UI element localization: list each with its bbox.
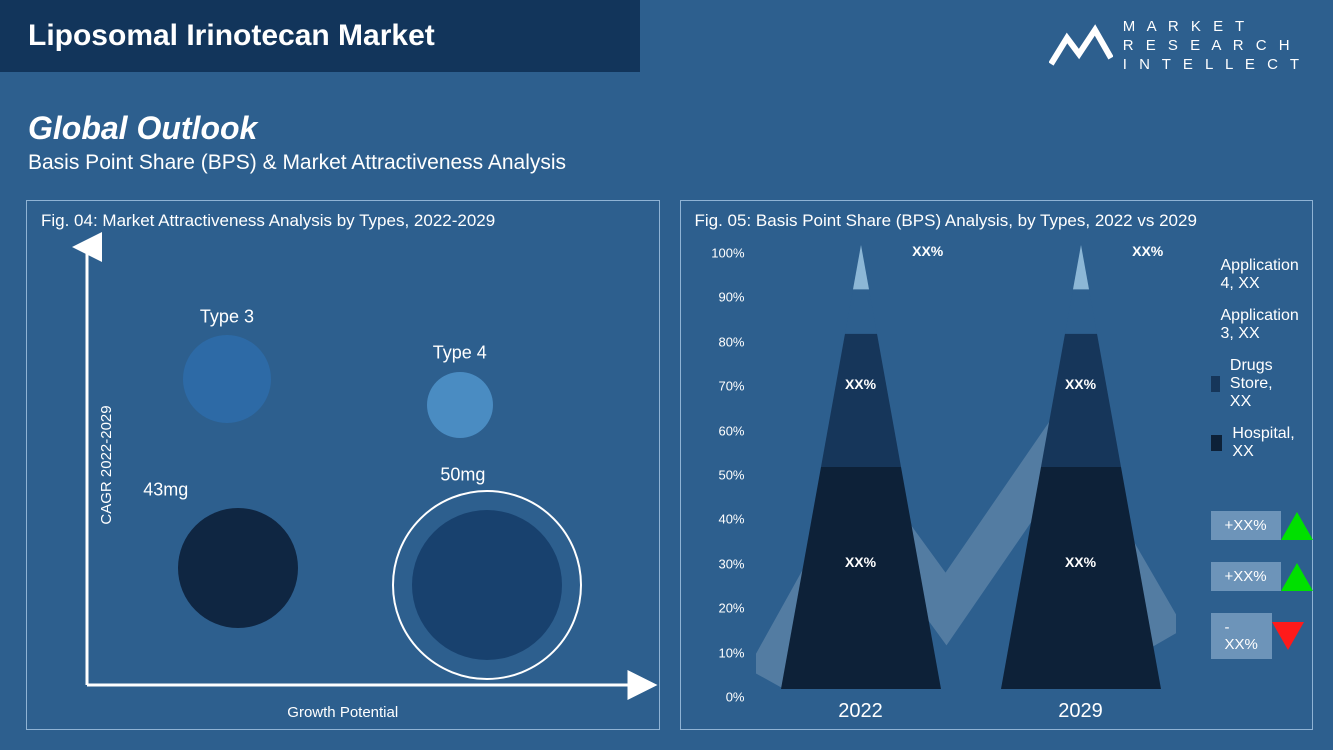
fig05-ytick: 20% bbox=[701, 601, 745, 616]
cone-2029 bbox=[1001, 245, 1161, 689]
fig05-ytick: 40% bbox=[701, 512, 745, 527]
bubble bbox=[427, 372, 493, 438]
title-bar: Liposomal Irinotecan Market bbox=[0, 0, 640, 72]
cone-seg-label: XX% bbox=[912, 243, 943, 259]
fig04-y-axis-label: CAGR 2022-2029 bbox=[98, 405, 115, 524]
fig05-ytick: 70% bbox=[701, 379, 745, 394]
global-outlook-heading: Global Outlook bbox=[28, 110, 566, 147]
triangle-up-icon bbox=[1281, 563, 1313, 591]
bubble-label: 50mg bbox=[440, 464, 485, 485]
fig05-ytick: 60% bbox=[701, 423, 745, 438]
cone-segment bbox=[1065, 289, 1097, 333]
triangle-up-icon bbox=[1281, 512, 1313, 540]
delta-badge: -XX% bbox=[1211, 613, 1272, 659]
legend-item: Application 4, XX bbox=[1211, 257, 1299, 293]
logo-line2: R E S E A R C H bbox=[1123, 37, 1303, 56]
fig05-ytick: 10% bbox=[701, 645, 745, 660]
delta-row: -XX% bbox=[1211, 613, 1299, 659]
legend-label: Hospital, XX bbox=[1232, 425, 1298, 461]
cone-segment bbox=[1001, 467, 1161, 689]
fig05-ytick: 30% bbox=[701, 556, 745, 571]
subtitle-block: Global Outlook Basis Point Share (BPS) &… bbox=[28, 110, 566, 175]
cone-2022 bbox=[781, 245, 941, 689]
fig05-ytick: 50% bbox=[701, 468, 745, 483]
cone-seg-label: XX% bbox=[1065, 554, 1096, 570]
cone-segment bbox=[1073, 245, 1089, 289]
legend-swatch bbox=[1211, 376, 1220, 392]
page-title: Liposomal Irinotecan Market bbox=[28, 19, 435, 53]
fig05-ytick: 100% bbox=[701, 246, 745, 261]
legend-label: Drugs Store, XX bbox=[1230, 357, 1298, 411]
legend-label: Application 4, XX bbox=[1221, 257, 1299, 293]
logo-line3: I N T E L L E C T bbox=[1123, 56, 1303, 75]
legend-label: Application 3, XX bbox=[1221, 307, 1299, 343]
delta-row: +XX% bbox=[1211, 562, 1299, 591]
fig05-ytick: 80% bbox=[701, 334, 745, 349]
bubble-label: Type 3 bbox=[200, 307, 254, 328]
bubble-label: Type 4 bbox=[433, 343, 487, 364]
fig04-x-axis-label: Growth Potential bbox=[287, 704, 398, 721]
cone-seg-label: XX% bbox=[845, 376, 876, 392]
fig05-ytick: 90% bbox=[701, 290, 745, 305]
fig04-panel: Fig. 04: Market Attractiveness Analysis … bbox=[26, 200, 660, 730]
fig05-legend: Application 4, XX Application 3, XX Drugs … bbox=[1211, 257, 1299, 659]
legend-item: Drugs Store, XX bbox=[1211, 357, 1299, 411]
fig05-caption: Fig. 05: Basis Point Share (BPS) Analysi… bbox=[695, 211, 1299, 231]
brand-logo: M A R K E T R E S E A R C H I N T E L L … bbox=[1049, 18, 1303, 74]
legend-item: Application 3, XX bbox=[1211, 307, 1299, 343]
bubble-label: 43mg bbox=[143, 479, 188, 500]
analysis-subtitle: Basis Point Share (BPS) & Market Attract… bbox=[28, 151, 566, 175]
cone-seg-label: XX% bbox=[1132, 243, 1163, 259]
cone-segment bbox=[821, 334, 901, 467]
bubble bbox=[183, 335, 271, 423]
bubble bbox=[178, 508, 298, 628]
triangle-down-icon bbox=[1272, 622, 1304, 650]
cone-seg-label: XX% bbox=[1065, 376, 1096, 392]
fig04-caption: Fig. 04: Market Attractiveness Analysis … bbox=[41, 211, 645, 231]
fig04-bubble-area: Type 3 Type 4 43mg 50mg bbox=[97, 251, 639, 679]
cone-x-label: 2029 bbox=[1058, 700, 1103, 723]
cone-segment bbox=[1041, 334, 1121, 467]
cone-segment bbox=[853, 245, 869, 289]
cone-segment bbox=[781, 467, 941, 689]
cone-x-label: 2022 bbox=[838, 700, 883, 723]
delta-badge: +XX% bbox=[1211, 562, 1281, 591]
logo-icon bbox=[1049, 24, 1113, 68]
logo-text: M A R K E T R E S E A R C H I N T E L L … bbox=[1123, 18, 1303, 74]
bubble bbox=[412, 510, 562, 660]
delta-row: +XX% bbox=[1211, 511, 1299, 540]
cone-segment bbox=[845, 289, 877, 333]
legend-swatch bbox=[1211, 435, 1223, 451]
cone-seg-label: XX% bbox=[845, 554, 876, 570]
fig05-cone-area: 0%10%20%30%40%50%60%70%80%90%100%XX%XX%X… bbox=[751, 245, 1181, 689]
logo-line1: M A R K E T bbox=[1123, 18, 1303, 37]
delta-badge: +XX% bbox=[1211, 511, 1281, 540]
fig05-panel: Fig. 05: Basis Point Share (BPS) Analysi… bbox=[680, 200, 1314, 730]
fig05-ytick: 0% bbox=[701, 690, 745, 705]
legend-item: Hospital, XX bbox=[1211, 425, 1299, 461]
panels-row: Fig. 04: Market Attractiveness Analysis … bbox=[26, 200, 1313, 730]
